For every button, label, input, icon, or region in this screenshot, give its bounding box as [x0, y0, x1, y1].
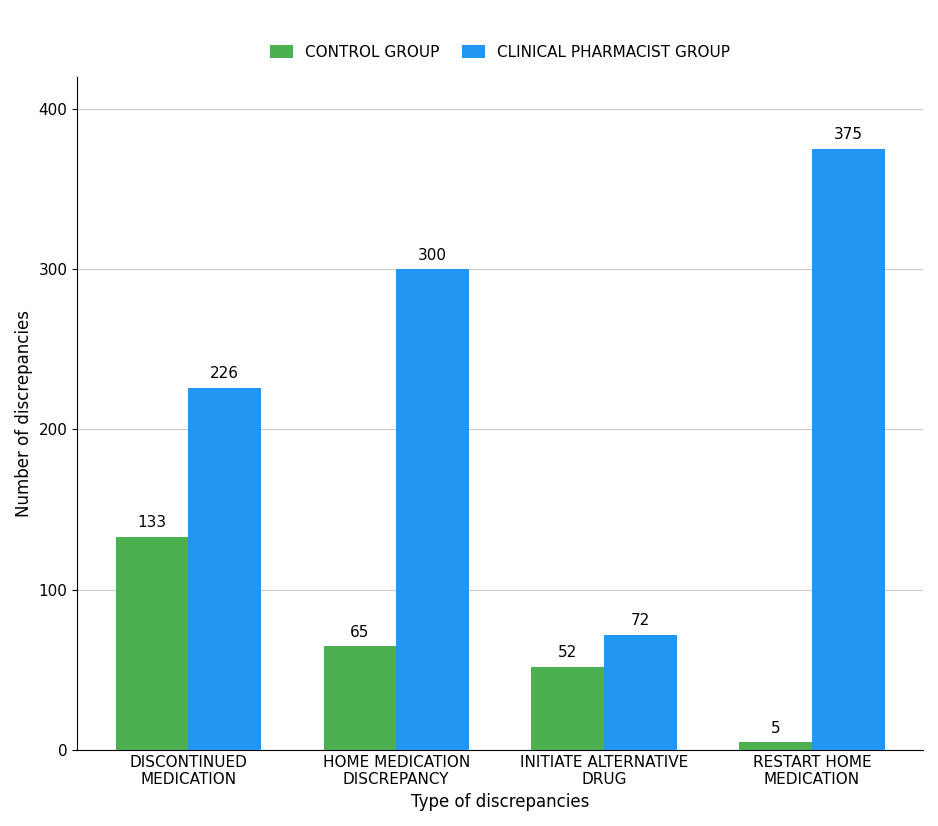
Text: 226: 226	[210, 367, 239, 382]
Text: 52: 52	[558, 645, 577, 660]
Bar	[189, 387, 261, 750]
Bar	[115, 537, 189, 750]
Bar	[531, 667, 604, 750]
Text: 300: 300	[418, 248, 447, 263]
Text: 133: 133	[138, 515, 167, 530]
Bar	[604, 634, 676, 750]
Legend: CONTROL GROUP, CLINICAL PHARMACIST GROUP: CONTROL GROUP, CLINICAL PHARMACIST GROUP	[263, 37, 738, 68]
Text: 65: 65	[350, 624, 370, 639]
X-axis label: Type of discrepancies: Type of discrepancies	[411, 793, 589, 811]
Bar	[324, 646, 396, 750]
Y-axis label: Number of discrepancies: Number of discrepancies	[15, 310, 33, 517]
Bar	[396, 269, 469, 750]
Text: 72: 72	[630, 614, 650, 629]
Bar	[811, 149, 885, 750]
Text: 5: 5	[771, 721, 780, 736]
Bar	[739, 743, 811, 750]
Text: 375: 375	[834, 127, 863, 142]
